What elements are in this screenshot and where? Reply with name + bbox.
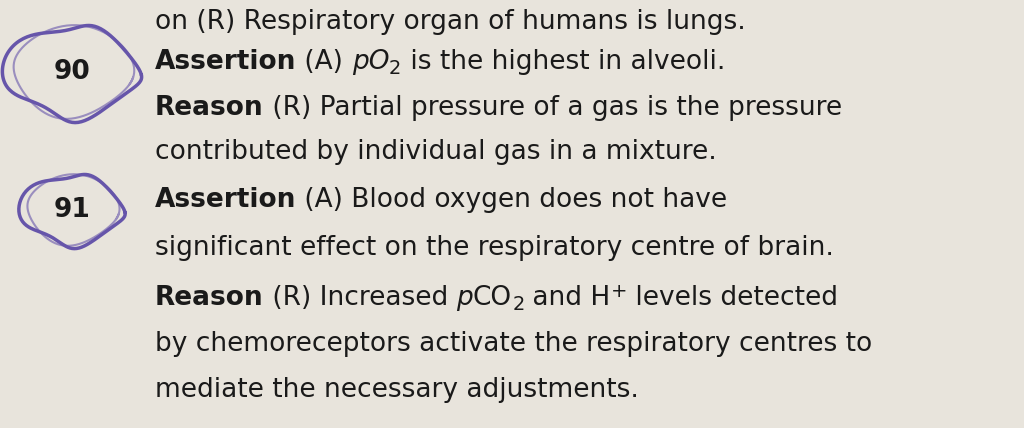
Text: +: +: [610, 282, 628, 301]
Text: 91: 91: [53, 197, 90, 223]
Text: contributed by individual gas in a mixture.: contributed by individual gas in a mixtu…: [155, 139, 717, 165]
Text: (A) Blood oxygen does not have: (A) Blood oxygen does not have: [296, 187, 727, 213]
Text: on (R) Respiratory organ of humans is lungs.: on (R) Respiratory organ of humans is lu…: [155, 9, 745, 35]
Text: 90: 90: [53, 59, 90, 85]
Text: and H: and H: [524, 285, 610, 311]
Text: CO: CO: [473, 285, 512, 311]
Text: 2: 2: [512, 295, 524, 314]
Text: Reason: Reason: [155, 285, 263, 311]
Text: Assertion: Assertion: [155, 49, 296, 75]
Text: pO: pO: [351, 49, 389, 75]
Text: is the highest in alveoli.: is the highest in alveoli.: [401, 49, 725, 75]
Text: Assertion: Assertion: [155, 187, 296, 213]
Text: by chemoreceptors activate the respiratory centres to: by chemoreceptors activate the respirato…: [155, 331, 872, 357]
Text: levels detected: levels detected: [628, 285, 839, 311]
Text: 2: 2: [389, 59, 401, 78]
Text: (A): (A): [296, 49, 351, 75]
Text: (R) Increased: (R) Increased: [263, 285, 457, 311]
Text: (R) Partial pressure of a gas is the pressure: (R) Partial pressure of a gas is the pre…: [263, 95, 842, 121]
Text: mediate the necessary adjustments.: mediate the necessary adjustments.: [155, 377, 639, 403]
Text: significant effect on the respiratory centre of brain.: significant effect on the respiratory ce…: [155, 235, 834, 261]
Text: p: p: [457, 285, 473, 311]
Text: Reason: Reason: [155, 95, 263, 121]
